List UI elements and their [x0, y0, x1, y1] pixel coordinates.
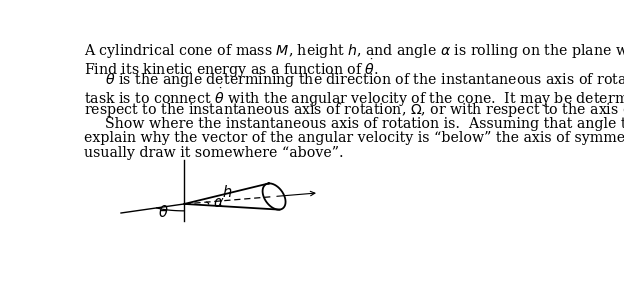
Text: $\theta$ is the angle determining the direction of the instantaneous axis of rot: $\theta$ is the angle determining the di…: [105, 71, 624, 89]
Text: Find its kinetic energy as a function of $\dot{\theta}$.: Find its kinetic energy as a function of…: [84, 57, 379, 80]
Text: explain why the vector of the angular velocity is “below” the axis of symmetry, : explain why the vector of the angular ve…: [84, 131, 624, 145]
Text: usually draw it somewhere “above”.: usually draw it somewhere “above”.: [84, 146, 344, 160]
Text: $h$: $h$: [222, 184, 232, 200]
Text: A cylindrical cone of mass $M$, height $h$, and angle $\alpha$ is rolling on the: A cylindrical cone of mass $M$, height $…: [84, 42, 624, 60]
Text: respect to the instantaneous axis of rotation, $\Omega$, or with respect to the : respect to the instantaneous axis of rot…: [84, 101, 624, 119]
Text: $\theta$: $\theta$: [158, 204, 168, 220]
Text: Show where the instantaneous axis of rotation is.  Assuming that angle theta inc: Show where the instantaneous axis of rot…: [105, 117, 624, 131]
Text: task is to connect $\dot{\theta}$ with the angular velocity of the cone.  It may: task is to connect $\dot{\theta}$ with t…: [84, 86, 624, 109]
Text: $\alpha$: $\alpha$: [213, 196, 224, 210]
